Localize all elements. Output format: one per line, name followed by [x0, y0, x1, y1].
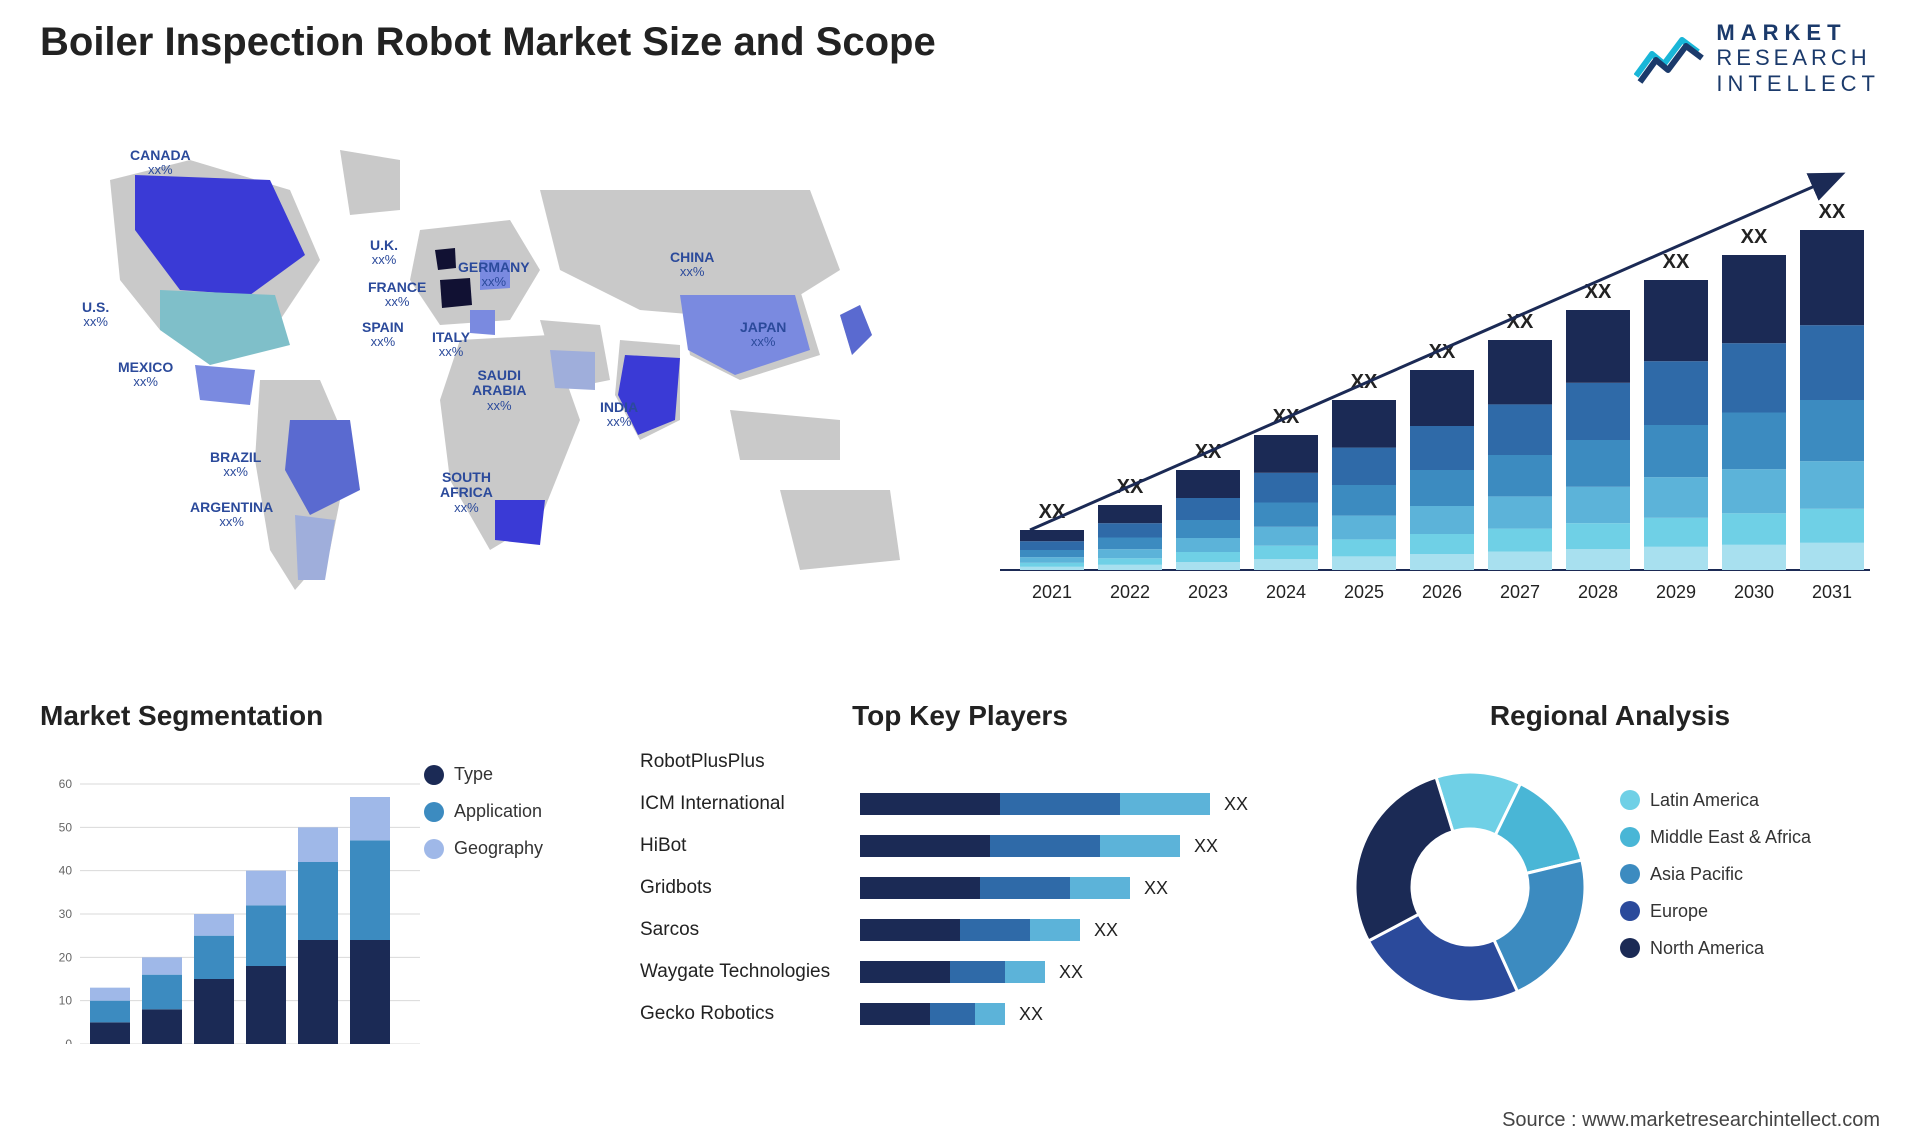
map-label-u.s.: U.S.xx%: [82, 300, 109, 330]
svg-text:XX: XX: [1663, 251, 1690, 273]
player-row: RobotPlusPlus: [640, 744, 1280, 780]
player-row: Gridbots XX: [640, 870, 1280, 906]
svg-text:2030: 2030: [1734, 582, 1774, 602]
player-value: XX: [1224, 794, 1248, 815]
regional-panel: Regional Analysis Latin America Middle Ea…: [1330, 700, 1890, 1060]
page-title: Boiler Inspection Robot Market Size and …: [40, 20, 936, 65]
players-title: Top Key Players: [640, 700, 1280, 732]
svg-text:50: 50: [59, 820, 73, 834]
player-value: XX: [1094, 920, 1118, 941]
map-label-italy: ITALYxx%: [432, 330, 470, 360]
player-row: Waygate Technologies XX: [640, 954, 1280, 990]
svg-text:2028: 2028: [1578, 582, 1618, 602]
player-label: Gecko Robotics: [640, 1003, 860, 1025]
region-legend-item: Europe: [1620, 901, 1811, 922]
player-label: RobotPlusPlus: [640, 751, 860, 773]
map-label-france: FRANCExx%: [368, 280, 426, 310]
regional-title: Regional Analysis: [1330, 700, 1890, 732]
map-label-argentina: ARGENTINAxx%: [190, 500, 273, 530]
player-row: Sarcos XX: [640, 912, 1280, 948]
map-label-brazil: BRAZILxx%: [210, 450, 261, 480]
player-value: XX: [1144, 878, 1168, 899]
map-label-south-africa: SOUTHAFRICAxx%: [440, 470, 493, 515]
player-value: XX: [1059, 962, 1083, 983]
region-legend-item: Latin America: [1620, 790, 1811, 811]
svg-text:2026: 2026: [1422, 582, 1462, 602]
svg-text:2027: 2027: [1500, 582, 1540, 602]
seg-legend-application: Application: [424, 801, 543, 822]
logo-line2: RESEARCH: [1716, 45, 1880, 70]
svg-text:2023: 2023: [1188, 582, 1228, 602]
logo-line1: MARKET: [1716, 20, 1880, 45]
player-label: Sarcos: [640, 919, 860, 941]
seg-legend-geography: Geography: [424, 838, 543, 859]
map-label-saudi-arabia: SAUDIARABIAxx%: [472, 368, 526, 413]
map-label-japan: JAPANxx%: [740, 320, 786, 350]
player-value: XX: [1019, 1004, 1043, 1025]
map-label-china: CHINAxx%: [670, 250, 714, 280]
svg-text:2029: 2029: [1656, 582, 1696, 602]
segmentation-panel: Market Segmentation 01020304050602021202…: [40, 700, 600, 1060]
player-value: XX: [1194, 836, 1218, 857]
map-label-spain: SPAINxx%: [362, 320, 404, 350]
svg-text:2024: 2024: [1266, 582, 1306, 602]
svg-text:20: 20: [59, 950, 73, 964]
segmentation-title: Market Segmentation: [40, 700, 600, 732]
forecast-chart: XX2021XX2022XX2023XX2024XX2025XX2026XX20…: [1000, 150, 1870, 630]
brand-logo: MARKET RESEARCH INTELLECT: [1634, 20, 1880, 96]
player-row: Gecko Robotics XX: [640, 996, 1280, 1032]
player-label: Gridbots: [640, 877, 860, 899]
svg-text:XX: XX: [1741, 226, 1768, 248]
source-label: Source : www.marketresearchintellect.com: [1502, 1109, 1880, 1132]
world-map: CANADAxx% U.S.xx% MEXICOxx% BRAZILxx% ARGENT…: [40, 120, 960, 660]
player-label: Waygate Technologies: [640, 961, 860, 983]
map-label-india: INDIAxx%: [600, 400, 638, 430]
player-row: ICM International XX: [640, 786, 1280, 822]
svg-text:40: 40: [59, 864, 73, 878]
svg-text:0: 0: [65, 1037, 72, 1044]
svg-text:2022: 2022: [1110, 582, 1150, 602]
region-legend-item: North America: [1620, 938, 1811, 959]
svg-text:2021: 2021: [1032, 582, 1072, 602]
logo-icon: [1634, 30, 1704, 86]
player-label: HiBot: [640, 835, 860, 857]
key-players-panel: Top Key Players RobotPlusPlus ICM Interna…: [640, 700, 1280, 1060]
map-label-mexico: MEXICOxx%: [118, 360, 173, 390]
map-label-canada: CANADAxx%: [130, 148, 191, 178]
region-legend-item: Asia Pacific: [1620, 864, 1811, 885]
svg-text:30: 30: [59, 907, 73, 921]
logo-line3: INTELLECT: [1716, 71, 1880, 96]
map-label-u.k.: U.K.xx%: [370, 238, 398, 268]
player-row: HiBot XX: [640, 828, 1280, 864]
region-legend-item: Middle East & Africa: [1620, 827, 1811, 848]
svg-text:60: 60: [59, 777, 73, 791]
svg-text:2031: 2031: [1812, 582, 1852, 602]
player-label: ICM International: [640, 793, 860, 815]
svg-text:XX: XX: [1819, 201, 1846, 223]
map-label-germany: GERMANYxx%: [458, 260, 530, 290]
svg-text:10: 10: [59, 994, 73, 1008]
svg-text:2025: 2025: [1344, 582, 1384, 602]
seg-legend-type: Type: [424, 764, 543, 785]
